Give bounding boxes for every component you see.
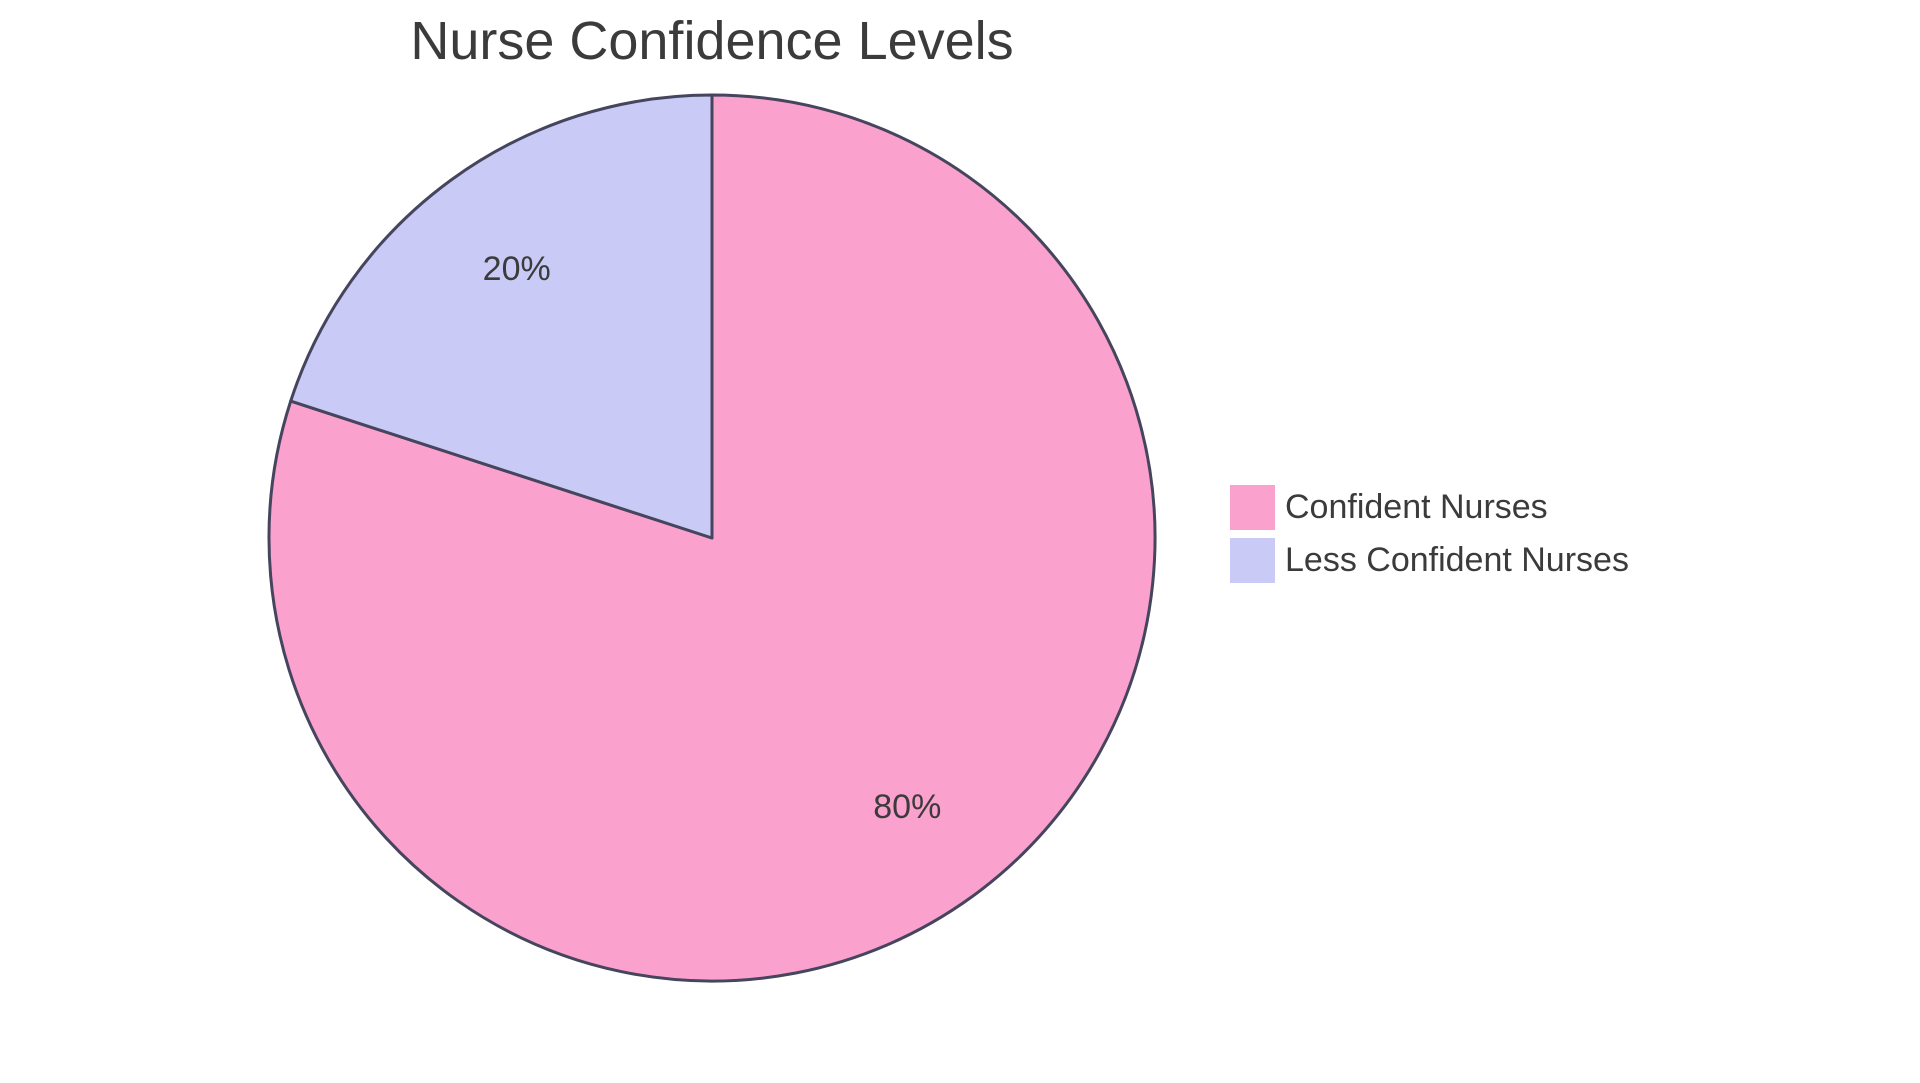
legend-item-confident-nurses[interactable]: Confident Nurses xyxy=(1230,485,1629,530)
legend-label-confident-nurses: Confident Nurses xyxy=(1285,488,1548,526)
legend-swatch-less-confident-nurses xyxy=(1230,538,1275,583)
legend-label-less-confident-nurses: Less Confident Nurses xyxy=(1285,541,1629,579)
chart-title: Nurse Confidence Levels xyxy=(410,11,1014,71)
slice-percent-label-less-confident-nurses: 20% xyxy=(483,250,551,288)
legend: Confident Nurses Less Confident Nurses xyxy=(1230,485,1629,583)
legend-swatch-confident-nurses xyxy=(1230,485,1275,530)
slice-percent-label-confident-nurses: 80% xyxy=(873,788,941,826)
pie-slice-less-confident-nurses[interactable] xyxy=(289,93,714,540)
legend-item-less-confident-nurses[interactable]: Less Confident Nurses xyxy=(1230,538,1629,583)
